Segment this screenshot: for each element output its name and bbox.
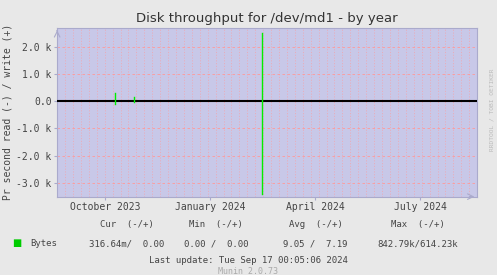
Y-axis label: Pr second read (-) / write (+): Pr second read (-) / write (+)	[2, 24, 12, 200]
Text: Last update: Tue Sep 17 00:05:06 2024: Last update: Tue Sep 17 00:05:06 2024	[149, 257, 348, 265]
Text: ■: ■	[12, 238, 22, 248]
Text: 0.00 /  0.00: 0.00 / 0.00	[184, 239, 248, 248]
Text: 316.64m/  0.00: 316.64m/ 0.00	[89, 239, 165, 248]
Title: Disk throughput for /dev/md1 - by year: Disk throughput for /dev/md1 - by year	[136, 12, 398, 25]
Text: RRDTOOL / TOBI OETIKER: RRDTOOL / TOBI OETIKER	[490, 69, 495, 151]
Text: Munin 2.0.73: Munin 2.0.73	[219, 267, 278, 275]
Text: Cur  (-/+): Cur (-/+)	[100, 220, 154, 229]
Text: Min  (-/+): Min (-/+)	[189, 220, 243, 229]
Text: Bytes: Bytes	[30, 239, 57, 248]
Text: 9.05 /  7.19: 9.05 / 7.19	[283, 239, 348, 248]
Text: Max  (-/+): Max (-/+)	[391, 220, 444, 229]
Text: 842.79k/614.23k: 842.79k/614.23k	[377, 239, 458, 248]
Text: Avg  (-/+): Avg (-/+)	[289, 220, 342, 229]
